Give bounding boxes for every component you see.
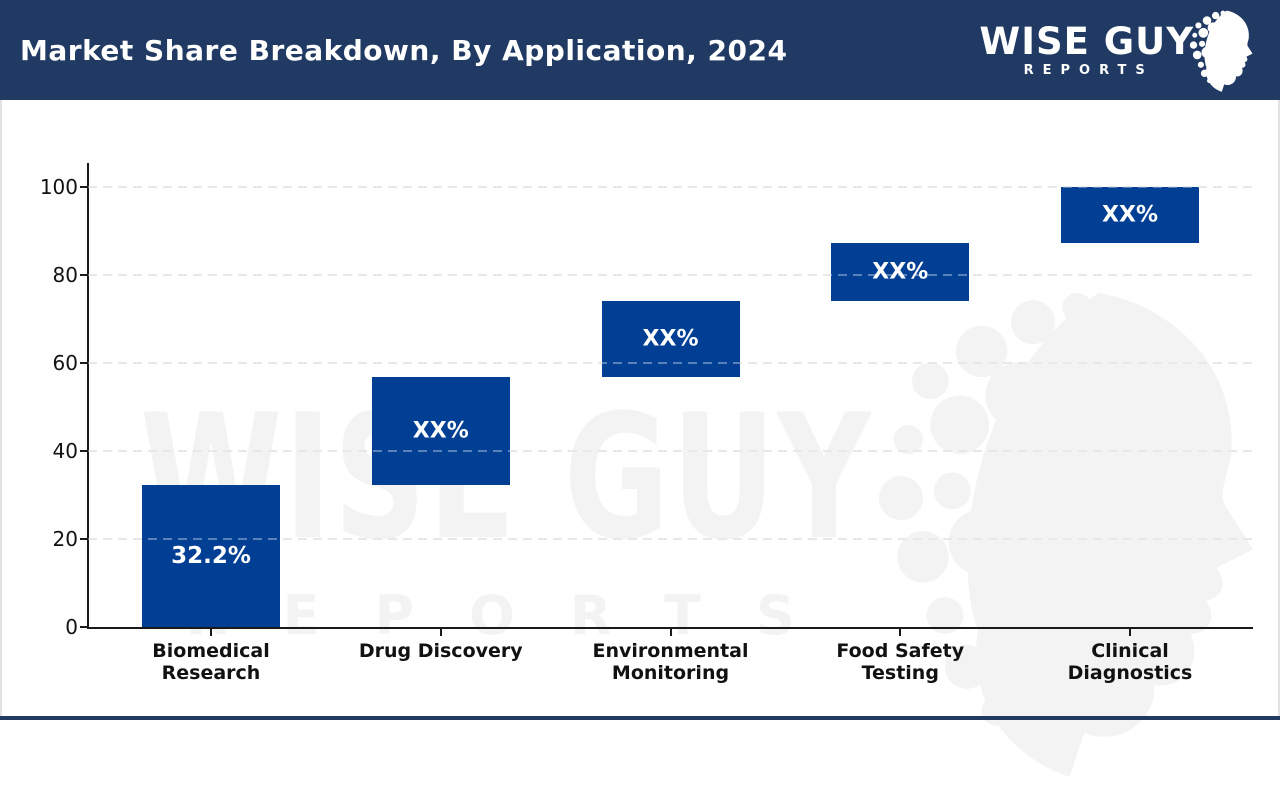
page-title: Market Share Breakdown, By Application, …: [20, 33, 788, 67]
logo-text: WISE GUY REPORTS: [979, 23, 1194, 78]
wise-guy-face-icon: [1189, 10, 1253, 92]
header-bar: Market Share Breakdown, By Application, …: [0, 0, 1280, 100]
footer-strip: [0, 716, 1280, 720]
logo-subtext: REPORTS: [1023, 62, 1154, 78]
watermark-wordmark: WISE GUY: [140, 377, 873, 578]
wise-guy-reports-logo: WISE GUY REPORTS: [979, 7, 1266, 93]
chart-area: WISE GUY REPORTS: [0, 100, 1280, 777]
logo-wordmark: WISE GUY: [979, 19, 1194, 63]
watermark-text: WISE GUY REPORTS: [140, 377, 1116, 648]
watermark-subtext: REPORTS: [186, 584, 850, 647]
